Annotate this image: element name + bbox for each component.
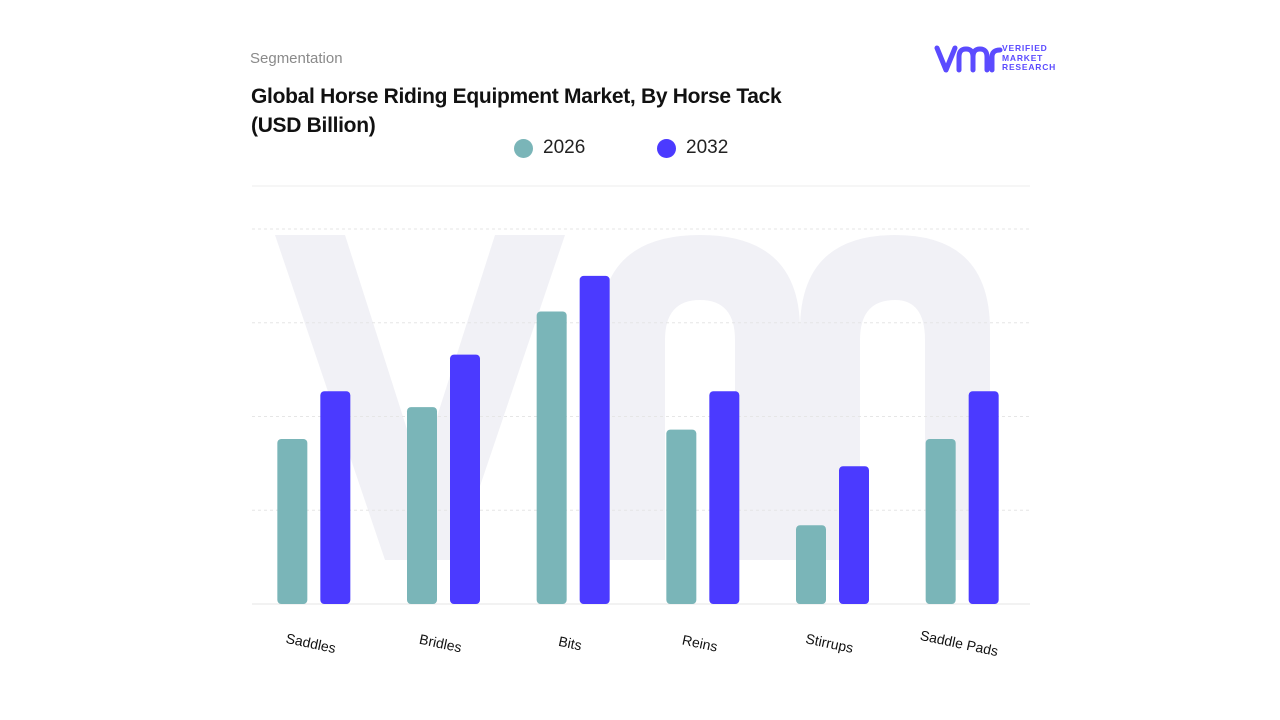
chart-legend: 2026 2032	[0, 135, 1280, 161]
legend-swatch-2026	[514, 138, 533, 158]
x-tick-label: Saddles	[284, 630, 337, 656]
bar-2032-saddle-pads	[968, 391, 999, 604]
bar-2032-bridles	[450, 354, 480, 604]
bar-2032-bits	[579, 275, 610, 604]
x-tick-label: Reins	[681, 632, 719, 655]
bar-2026-reins	[666, 429, 697, 604]
bar-2026-saddle-pads	[925, 439, 956, 604]
bar-2026-bridles	[407, 407, 437, 604]
legend-label-2032: 2032	[686, 137, 729, 158]
x-tick-label: Bridles	[418, 631, 463, 656]
bar-2032-stirrups	[839, 466, 869, 604]
chart-title: Global Horse Riding Equipment Market, By…	[251, 82, 831, 140]
vmr-logo-icon	[934, 45, 1003, 73]
x-tick-label: Stirrups	[804, 630, 855, 656]
legend-label-2026: 2026	[543, 137, 586, 158]
chart-title-line-1: Global Horse Riding Equipment Market, By…	[251, 85, 782, 108]
logo-text-line-2: MARKET	[1002, 52, 1044, 63]
legend-swatch-2032	[657, 138, 676, 158]
watermark-logo-icon	[275, 235, 990, 560]
bar-2026-bits	[536, 311, 567, 604]
x-tick-label: Saddle Pads	[919, 627, 1000, 659]
logo-text-line-1: VERIFIED	[1002, 43, 1048, 53]
logo-text-line-3: RESEARCH	[1002, 62, 1057, 72]
bar-2026-stirrups	[796, 525, 826, 604]
chart-title-line-2: (USD Billion)	[251, 114, 376, 137]
segmentation-label: Segmentation	[250, 50, 343, 67]
legend-item-2032: 2032	[657, 135, 728, 161]
bar-2032-saddles	[320, 391, 351, 604]
x-tick-label: Bits	[557, 633, 583, 654]
bar-2026-saddles	[277, 439, 308, 604]
logo-text: VERIFIED MARKET RESEARCH	[1002, 43, 1057, 73]
legend-item-2026: 2026	[514, 135, 585, 161]
bar-2032-reins	[709, 391, 740, 604]
